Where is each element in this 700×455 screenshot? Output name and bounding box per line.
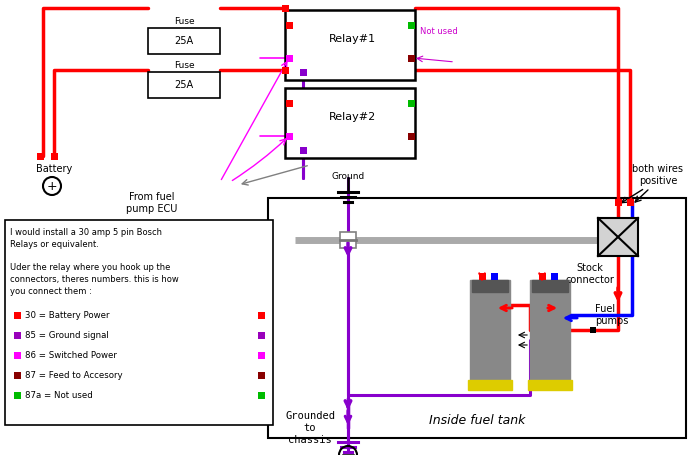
Bar bbox=[281, 66, 288, 74]
Bar bbox=[530, 280, 570, 380]
Text: 85 = Ground signal: 85 = Ground signal bbox=[25, 330, 108, 339]
Text: 25A: 25A bbox=[174, 36, 194, 46]
Bar bbox=[258, 332, 265, 339]
Bar bbox=[13, 371, 20, 379]
Bar bbox=[258, 391, 265, 399]
Bar bbox=[538, 273, 545, 279]
Text: 30 = Battery Power: 30 = Battery Power bbox=[25, 310, 109, 319]
Text: Stock
connector: Stock connector bbox=[566, 263, 615, 285]
Bar bbox=[407, 55, 414, 61]
Bar bbox=[468, 380, 512, 390]
Bar bbox=[615, 198, 622, 206]
Bar bbox=[286, 55, 293, 61]
Bar bbox=[50, 152, 57, 160]
Bar bbox=[286, 100, 293, 106]
Text: Ground: Ground bbox=[331, 172, 365, 181]
Text: Not used: Not used bbox=[420, 27, 458, 36]
Text: Fuse: Fuse bbox=[174, 61, 195, 70]
Text: From fuel
pump ECU: From fuel pump ECU bbox=[126, 192, 178, 213]
Bar bbox=[258, 371, 265, 379]
Bar bbox=[13, 332, 20, 339]
Text: +: + bbox=[47, 180, 57, 192]
Text: Inside fuel tank: Inside fuel tank bbox=[429, 414, 525, 426]
Text: Fuel
pumps: Fuel pumps bbox=[595, 304, 629, 326]
Text: Battery: Battery bbox=[36, 164, 72, 174]
Bar bbox=[340, 232, 356, 248]
Text: Relay#1: Relay#1 bbox=[329, 35, 376, 45]
Bar bbox=[148, 72, 220, 98]
Bar bbox=[407, 132, 414, 140]
Text: both wires
positive: both wires positive bbox=[633, 164, 683, 186]
Bar bbox=[532, 280, 568, 292]
Text: Fuse: Fuse bbox=[174, 17, 195, 26]
Text: 25A: 25A bbox=[174, 80, 194, 90]
Bar bbox=[268, 198, 686, 438]
Bar bbox=[13, 312, 20, 318]
Bar bbox=[491, 273, 498, 279]
Bar bbox=[285, 10, 415, 80]
Text: 87 = Feed to Accesory: 87 = Feed to Accesory bbox=[25, 370, 122, 379]
Bar bbox=[300, 69, 307, 76]
Bar bbox=[590, 327, 596, 333]
Bar bbox=[479, 273, 486, 279]
Bar bbox=[528, 380, 572, 390]
Text: Relay#2: Relay#2 bbox=[329, 112, 376, 122]
Bar bbox=[258, 352, 265, 359]
Bar bbox=[36, 152, 43, 160]
Bar bbox=[285, 88, 415, 158]
Bar bbox=[13, 352, 20, 359]
Bar bbox=[407, 100, 414, 106]
Text: 87a = Not used: 87a = Not used bbox=[25, 390, 92, 399]
Bar bbox=[470, 280, 510, 380]
Bar bbox=[286, 21, 293, 29]
Bar bbox=[258, 312, 265, 318]
Bar bbox=[281, 5, 288, 11]
Bar bbox=[5, 220, 273, 425]
Text: 86 = Switched Power: 86 = Switched Power bbox=[25, 350, 117, 359]
Bar bbox=[148, 28, 220, 54]
Bar bbox=[550, 273, 557, 279]
Bar bbox=[300, 147, 307, 153]
Text: Grounded
to
chassis: Grounded to chassis bbox=[285, 411, 335, 445]
Bar bbox=[626, 198, 634, 206]
Bar bbox=[472, 280, 508, 292]
Bar bbox=[407, 21, 414, 29]
Bar bbox=[286, 132, 293, 140]
Text: I would install a 30 amp 5 pin Bosch
Relays or equivalent.

Uder the relay where: I would install a 30 amp 5 pin Bosch Rel… bbox=[10, 228, 178, 296]
Bar bbox=[598, 218, 638, 256]
Bar bbox=[13, 391, 20, 399]
